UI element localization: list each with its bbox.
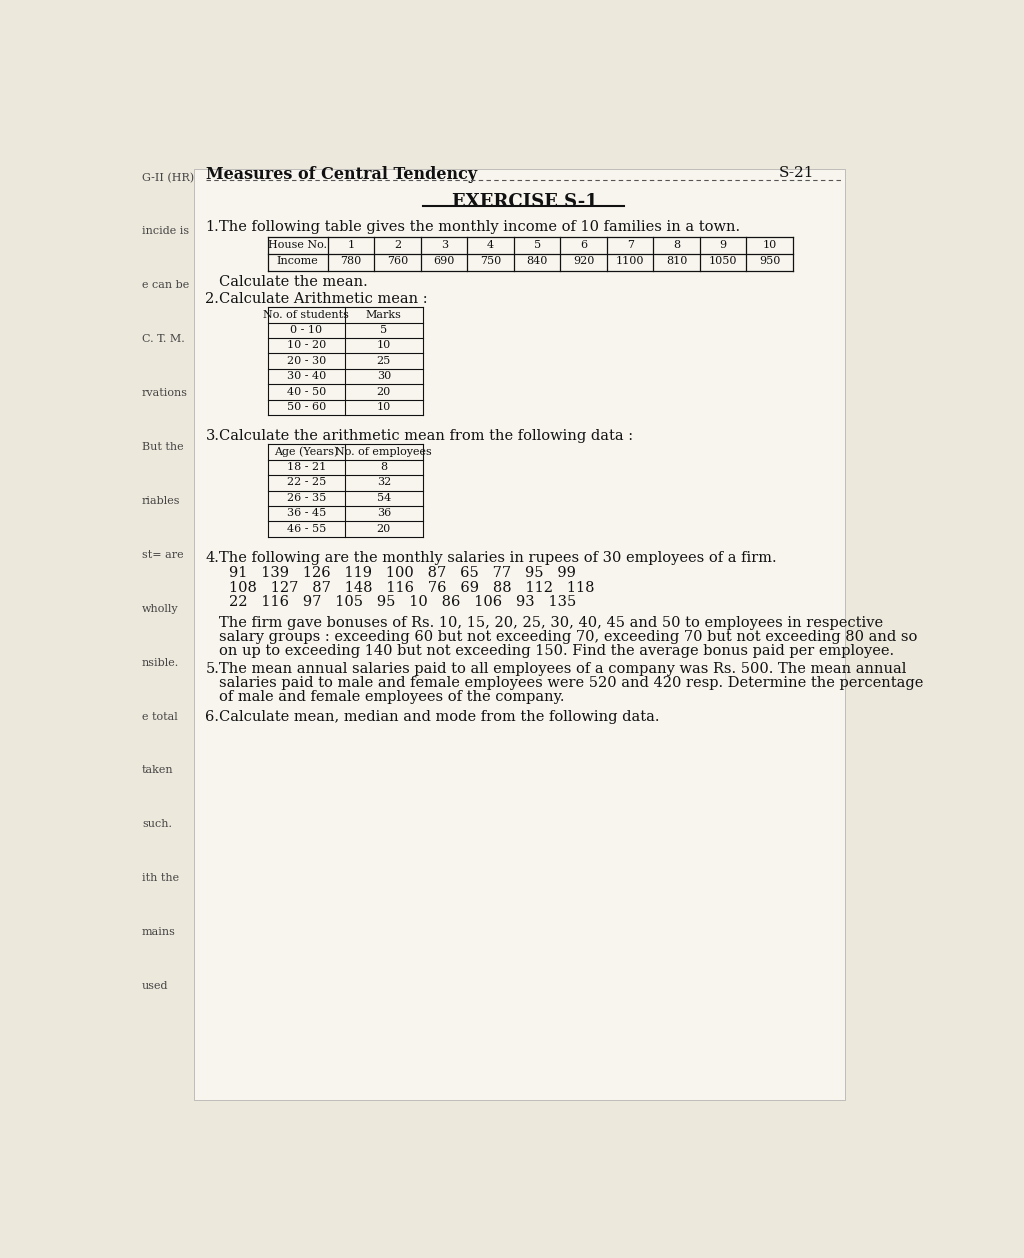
Text: 5: 5 (380, 325, 387, 335)
Text: 840: 840 (526, 257, 548, 267)
Bar (194, 169, 845, 1101)
Text: The following table gives the monthly income of 10 families in a town.: The following table gives the monthly in… (219, 220, 740, 234)
Text: The mean annual salaries paid to all employees of a company was Rs. 500. The mea: The mean annual salaries paid to all emp… (219, 662, 907, 677)
Text: 32: 32 (377, 478, 391, 487)
Text: 10: 10 (377, 341, 391, 351)
Text: mains: mains (142, 927, 176, 937)
Text: 0 - 10: 0 - 10 (290, 325, 323, 335)
Text: ith the: ith the (142, 873, 179, 883)
Text: But the: But the (142, 442, 183, 452)
Text: wholly: wholly (142, 604, 178, 614)
Text: used: used (142, 981, 169, 991)
Text: 6: 6 (581, 239, 587, 249)
Text: 10 - 20: 10 - 20 (287, 341, 326, 351)
Text: Calculate the mean.: Calculate the mean. (219, 276, 369, 289)
Text: nsible.: nsible. (142, 658, 179, 668)
Text: The firm gave bonuses of Rs. 10, 15, 20, 25, 30, 40, 45 and 50 to employees in r: The firm gave bonuses of Rs. 10, 15, 20,… (219, 616, 884, 630)
Text: of male and female employees of the company.: of male and female employees of the comp… (219, 689, 565, 704)
Text: 10: 10 (377, 403, 391, 411)
Text: 20: 20 (377, 523, 391, 533)
Text: Calculate Arithmetic mean :: Calculate Arithmetic mean : (219, 292, 428, 306)
Text: 3.: 3. (206, 429, 219, 443)
Text: 690: 690 (433, 257, 455, 267)
Text: 36: 36 (377, 508, 391, 518)
Text: 25: 25 (377, 356, 391, 366)
Text: Measures of Central Tendency: Measures of Central Tendency (206, 166, 476, 184)
Text: 810: 810 (666, 257, 687, 267)
Text: taken: taken (142, 765, 174, 775)
Text: 6.: 6. (206, 710, 219, 725)
Text: Age (Years): Age (Years) (274, 447, 339, 457)
Text: 18 - 21: 18 - 21 (287, 462, 326, 472)
Text: 5: 5 (534, 239, 541, 249)
Text: 780: 780 (341, 257, 361, 267)
Text: C. T. M.: C. T. M. (142, 335, 184, 345)
Text: 760: 760 (387, 257, 409, 267)
Text: 1.: 1. (206, 220, 219, 234)
Text: 8: 8 (380, 462, 387, 472)
Text: e can be: e can be (142, 281, 189, 291)
Text: No. of employees: No. of employees (336, 447, 432, 457)
Text: 5.: 5. (206, 662, 219, 677)
Text: 2: 2 (394, 239, 401, 249)
Text: House No.: House No. (268, 239, 328, 249)
Text: 4: 4 (487, 239, 495, 249)
Text: 4.: 4. (206, 551, 219, 565)
Text: such.: such. (142, 819, 172, 829)
Text: 1050: 1050 (709, 257, 737, 267)
Text: 1: 1 (347, 239, 354, 249)
Text: on up to exceeding 140 but not exceeding 150. Find the average bonus paid per em: on up to exceeding 140 but not exceeding… (219, 644, 895, 658)
Text: 3: 3 (440, 239, 447, 249)
Text: st= are: st= are (142, 550, 183, 560)
Text: 20 - 30: 20 - 30 (287, 356, 326, 366)
Text: EXERCISE S-1: EXERCISE S-1 (452, 192, 598, 210)
Text: S-21: S-21 (779, 166, 814, 180)
Text: G-II (HR): G-II (HR) (142, 172, 195, 182)
Text: Calculate mean, median and mode from the following data.: Calculate mean, median and mode from the… (219, 710, 659, 725)
Text: 54: 54 (377, 493, 391, 503)
Text: 26 - 35: 26 - 35 (287, 493, 326, 503)
Text: e total: e total (142, 712, 178, 722)
Text: The following are the monthly salaries in rupees of 30 employees of a firm.: The following are the monthly salaries i… (219, 551, 777, 565)
Text: No. of students: No. of students (263, 309, 349, 320)
Text: 2.: 2. (206, 292, 219, 306)
Text: 40 - 50: 40 - 50 (287, 386, 326, 396)
Text: salary groups : exceeding 60 but not exceeding 70, exceeding 70 but not exceedin: salary groups : exceeding 60 but not exc… (219, 630, 918, 644)
Text: 30 - 40: 30 - 40 (287, 371, 326, 381)
Text: 20: 20 (377, 386, 391, 396)
Text: 36 - 45: 36 - 45 (287, 508, 326, 518)
Text: 920: 920 (573, 257, 594, 267)
Text: 30: 30 (377, 371, 391, 381)
Text: 10: 10 (763, 239, 777, 249)
Text: 8: 8 (673, 239, 680, 249)
Text: 50 - 60: 50 - 60 (287, 403, 326, 411)
Text: 9: 9 (720, 239, 727, 249)
Text: 1100: 1100 (616, 257, 644, 267)
Text: 750: 750 (480, 257, 502, 267)
Text: 22   116   97   105   95   10   86   106   93   135: 22 116 97 105 95 10 86 106 93 135 (228, 595, 575, 609)
Text: 7: 7 (627, 239, 634, 249)
Text: 108   127   87   148   116   76   69   88   112   118: 108 127 87 148 116 76 69 88 112 118 (228, 581, 594, 595)
Text: salaries paid to male and female employees were 520 and 420 resp. Determine the : salaries paid to male and female employe… (219, 676, 924, 691)
Text: rvations: rvations (142, 389, 188, 398)
Text: Income: Income (276, 257, 318, 267)
Text: 91   139   126   119   100   87   65   77   95   99: 91 139 126 119 100 87 65 77 95 99 (228, 566, 575, 580)
Text: Calculate the arithmetic mean from the following data :: Calculate the arithmetic mean from the f… (219, 429, 634, 443)
Text: 950: 950 (759, 257, 780, 267)
Text: 22 - 25: 22 - 25 (287, 478, 326, 487)
Text: riables: riables (142, 496, 180, 506)
Text: Marks: Marks (366, 309, 401, 320)
Text: incide is: incide is (142, 226, 189, 237)
Text: 46 - 55: 46 - 55 (287, 523, 326, 533)
